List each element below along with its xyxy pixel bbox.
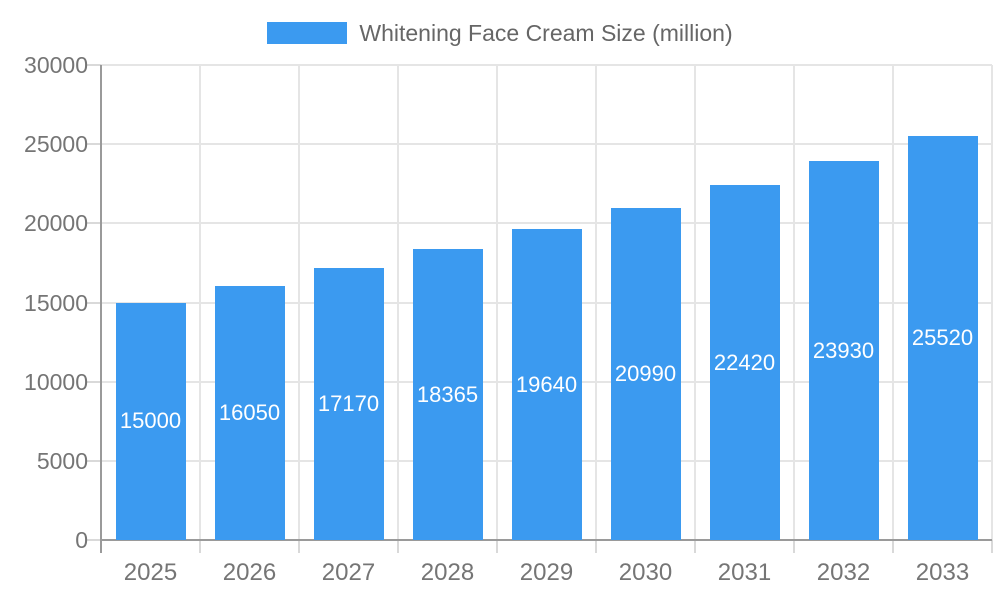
x-tick (199, 540, 201, 553)
v-gridline (595, 65, 597, 540)
x-tick-label: 2031 (717, 559, 772, 586)
bar[interactable] (214, 285, 285, 540)
y-tick-label: 15000 (24, 289, 88, 316)
bar-value-label: 25520 (911, 324, 974, 350)
y-tick (87, 380, 101, 383)
v-gridline (793, 65, 795, 540)
v-gridline (892, 65, 894, 540)
x-axis-line (101, 539, 992, 541)
bar-value-label: 23930 (812, 337, 875, 363)
x-tick-label: 2027 (321, 559, 376, 586)
x-tick (991, 540, 993, 553)
x-tick (397, 540, 399, 553)
bar[interactable] (808, 161, 879, 540)
y-tick (87, 301, 101, 304)
legend-item[interactable]: Whitening Face Cream Size (million) (0, 18, 1000, 48)
bar-value-label: 18365 (416, 381, 479, 407)
y-tick (87, 222, 101, 225)
y-tick (87, 143, 101, 146)
x-tick-label: 2028 (420, 559, 475, 586)
bar[interactable] (412, 249, 483, 540)
bar[interactable] (511, 229, 582, 540)
x-tick-label: 2032 (816, 559, 871, 586)
h-gridline (101, 143, 992, 146)
y-tick-label: 0 (75, 527, 88, 553)
y-tick-label: 5000 (36, 447, 88, 474)
v-gridline (991, 65, 993, 540)
y-tick-label: 25000 (24, 131, 88, 158)
bar-value-label: 15000 (119, 408, 182, 434)
x-tick (694, 540, 696, 553)
v-gridline (694, 65, 696, 540)
bar[interactable] (709, 185, 780, 540)
bar-value-label: 16050 (218, 399, 281, 425)
v-gridline (199, 65, 201, 540)
y-tick (87, 539, 101, 541)
bar-value-label: 22420 (713, 349, 776, 375)
y-tick (87, 64, 101, 66)
x-tick-label: 2029 (519, 559, 574, 586)
legend-swatch (267, 22, 348, 44)
y-tick-label: 10000 (24, 368, 88, 395)
y-tick-label: 20000 (24, 210, 88, 237)
x-tick-label: 2033 (915, 559, 970, 586)
bar[interactable] (115, 302, 186, 540)
v-gridline (298, 65, 300, 540)
x-tick (793, 540, 795, 553)
h-gridline (101, 64, 992, 66)
y-tick-label: 30000 (24, 52, 88, 78)
h-gridline (101, 222, 992, 225)
bar-value-label: 19640 (515, 371, 578, 397)
x-tick-label: 2030 (618, 559, 673, 586)
y-tick (87, 459, 101, 462)
x-tick (595, 540, 597, 553)
bar-value-label: 20990 (614, 360, 677, 386)
x-tick (298, 540, 300, 553)
v-gridline (496, 65, 498, 540)
v-gridline (397, 65, 399, 540)
x-tick-label: 2025 (123, 559, 178, 586)
bar[interactable] (313, 268, 384, 540)
bar[interactable] (907, 135, 978, 540)
bar[interactable] (610, 207, 681, 540)
legend-label: Whitening Face Cream Size (million) (359, 19, 733, 46)
y-axis-line (100, 65, 102, 553)
bar-value-label: 17170 (317, 391, 380, 417)
x-tick-label: 2026 (222, 559, 277, 586)
x-tick (892, 540, 894, 553)
x-tick (496, 540, 498, 553)
